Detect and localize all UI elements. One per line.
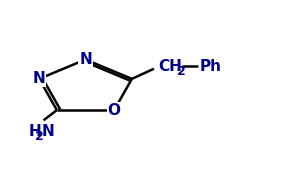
Text: N: N xyxy=(33,71,45,86)
Text: Ph: Ph xyxy=(200,59,222,74)
Text: O: O xyxy=(108,103,121,118)
Text: 2: 2 xyxy=(177,65,185,78)
Text: 2: 2 xyxy=(35,130,44,143)
Text: CH: CH xyxy=(158,59,182,74)
Text: N: N xyxy=(41,124,54,139)
Text: H: H xyxy=(29,124,42,139)
Text: N: N xyxy=(79,52,92,67)
